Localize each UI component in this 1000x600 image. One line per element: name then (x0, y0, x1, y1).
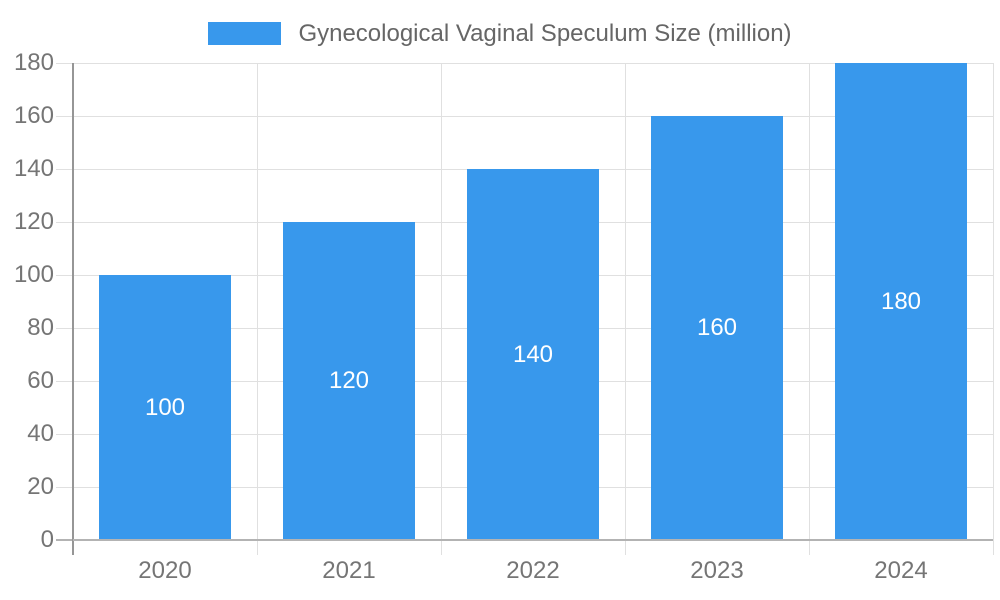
bar-2020[interactable] (99, 275, 231, 540)
bar-2021[interactable] (283, 222, 415, 540)
x-axis-line (73, 539, 993, 541)
bar-value-label: 120 (328, 367, 370, 394)
bar-value-label: 140 (512, 340, 554, 368)
x-gridline (440, 63, 442, 555)
x-gridline (992, 63, 994, 555)
bar-2024[interactable] (835, 63, 967, 540)
y-gridline (56, 115, 993, 117)
bar-2022[interactable] (467, 169, 599, 540)
x-axis-label: 2021 (322, 557, 376, 584)
y-axis-tick-label: 140 (13, 155, 54, 182)
x-gridline (624, 63, 626, 555)
bar-value-label: 100 (144, 393, 186, 421)
y-gridline (56, 62, 993, 64)
bar-value-label: 160 (696, 314, 738, 341)
y-axis-tick-label: 0 (40, 526, 54, 553)
y-axis-tick-label: 80 (27, 314, 54, 341)
x-axis-label: 2020 (138, 557, 192, 584)
legend-swatch (208, 22, 282, 45)
y-axis-tick-label: 100 (13, 261, 54, 288)
x-axis-label: 2022 (506, 557, 560, 584)
y-axis-line (72, 63, 74, 555)
bar-2023[interactable] (651, 116, 783, 540)
y-axis-tick-label: 60 (27, 367, 54, 394)
y-axis-tick-label: 20 (27, 473, 54, 500)
x-gridline (256, 63, 258, 555)
x-axis-label: 2024 (874, 557, 928, 584)
x-gridline (808, 63, 810, 555)
bar-value-label: 180 (880, 287, 922, 315)
y-axis-tick-label: 120 (13, 208, 54, 235)
y-axis-tick-label: 180 (13, 49, 54, 76)
legend[interactable]: Gynecological Vaginal Speculum Size (mil… (0, 18, 1000, 49)
legend-label: Gynecological Vaginal Speculum Size (mil… (298, 20, 792, 47)
y-axis-tick-label: 40 (27, 420, 54, 447)
x-axis-label: 2023 (690, 557, 744, 584)
y-axis-tick-label: 160 (13, 102, 54, 129)
y-tick (56, 539, 73, 541)
